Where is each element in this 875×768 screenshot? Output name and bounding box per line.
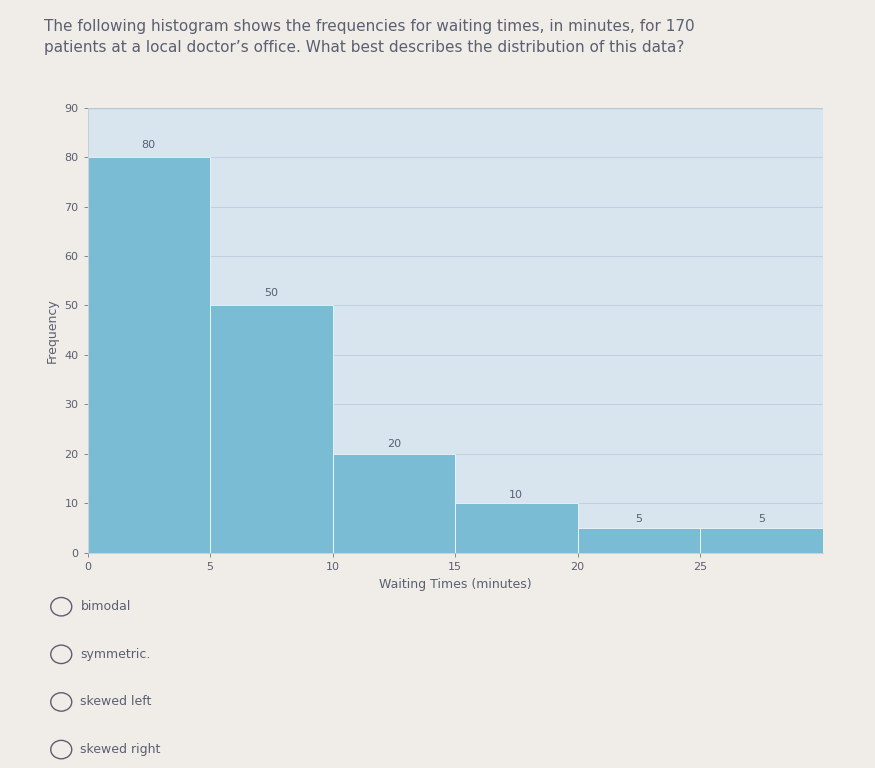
Text: patients at a local doctor’s office. What best describes the distribution of thi: patients at a local doctor’s office. Wha… (44, 40, 684, 55)
Bar (700, 528, 822, 553)
Text: skewed left: skewed left (80, 696, 152, 708)
Text: 50: 50 (264, 288, 278, 298)
Text: bimodal: bimodal (80, 601, 131, 613)
Text: symmetric.: symmetric. (80, 648, 150, 660)
Bar (88, 157, 210, 553)
Text: 5: 5 (635, 515, 642, 525)
Bar (210, 306, 332, 553)
Y-axis label: Frequency: Frequency (46, 298, 59, 362)
X-axis label: Waiting Times (minutes): Waiting Times (minutes) (379, 578, 531, 591)
Text: The following histogram shows the frequencies for waiting times, in minutes, for: The following histogram shows the freque… (44, 19, 695, 35)
Text: 80: 80 (142, 140, 156, 150)
Bar (578, 528, 700, 553)
Text: 10: 10 (509, 489, 523, 499)
Bar (455, 504, 578, 553)
Text: skewed right: skewed right (80, 743, 161, 756)
Bar (332, 454, 455, 553)
Text: 20: 20 (387, 439, 401, 449)
Text: 5: 5 (758, 515, 765, 525)
